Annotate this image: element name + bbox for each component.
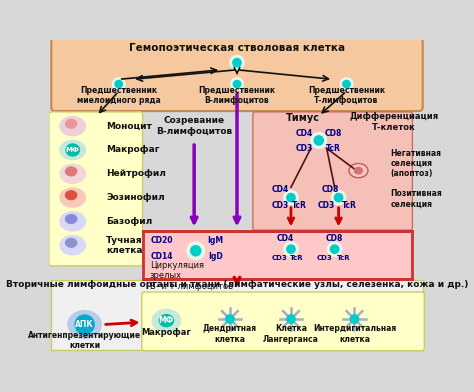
Text: TcR: TcR (341, 201, 356, 210)
Circle shape (343, 80, 350, 88)
FancyBboxPatch shape (51, 280, 423, 350)
FancyBboxPatch shape (49, 112, 143, 266)
FancyBboxPatch shape (51, 38, 423, 111)
Text: Предшественник
В-лимфоцитов: Предшественник В-лимфоцитов (199, 85, 275, 105)
Circle shape (112, 78, 125, 91)
FancyBboxPatch shape (143, 231, 412, 279)
Text: Циркуляция
зрелых
В- и Т-лимфоцитов: Циркуляция зрелых В- и Т-лимфоцитов (150, 261, 233, 291)
Circle shape (331, 191, 346, 205)
Circle shape (191, 246, 201, 256)
Text: TcR: TcR (290, 255, 303, 261)
Text: Созревание
В-лимфоцитов: Созревание В-лимфоцитов (156, 116, 232, 136)
Ellipse shape (349, 163, 368, 178)
Circle shape (330, 245, 339, 253)
Ellipse shape (60, 140, 85, 160)
Text: Предшественник
миелоидного ряда: Предшественник миелоидного ряда (77, 85, 161, 105)
Ellipse shape (60, 164, 85, 183)
Text: МФ: МФ (159, 316, 174, 325)
Text: Позитивная
селекция: Позитивная селекция (390, 189, 442, 209)
Text: CD4: CD4 (296, 129, 313, 138)
Text: Базофил: Базофил (106, 217, 152, 226)
Circle shape (115, 80, 122, 88)
Circle shape (284, 242, 298, 256)
Text: TcR: TcR (337, 255, 351, 261)
Circle shape (284, 191, 298, 205)
Text: Гемопоэтическая стволовая клетка: Гемопоэтическая стволовая клетка (129, 44, 345, 53)
Ellipse shape (355, 167, 363, 174)
Text: Антигенпрезентирующие
клетки: Антигенпрезентирующие клетки (28, 331, 141, 350)
Ellipse shape (65, 120, 77, 128)
Text: Макрофаг: Макрофаг (141, 328, 191, 337)
Circle shape (187, 242, 204, 260)
Text: Предшественник
Т-лимфоцитов: Предшественник Т-лимфоцитов (308, 85, 385, 105)
Circle shape (287, 245, 295, 253)
Text: TcR: TcR (292, 201, 307, 210)
Text: CD20: CD20 (150, 236, 173, 245)
Ellipse shape (65, 167, 77, 176)
Circle shape (340, 78, 353, 91)
Text: CD3: CD3 (271, 255, 287, 261)
Circle shape (287, 193, 295, 202)
Text: CD4: CD4 (272, 185, 289, 194)
Circle shape (314, 136, 323, 145)
Text: Дендритная
клетка: Дендритная клетка (203, 325, 257, 344)
Text: CD14: CD14 (150, 252, 173, 261)
Text: Макрофаг: Макрофаг (106, 145, 160, 154)
Text: CD8: CD8 (322, 185, 339, 194)
Text: Моноцит: Моноцит (106, 122, 152, 131)
Ellipse shape (65, 215, 77, 223)
Ellipse shape (152, 310, 181, 332)
Ellipse shape (68, 311, 101, 338)
Text: Вторичные лимфоидные органы и ткани (лимфатические узлы, селезенка, кожа и др.): Вторичные лимфоидные органы и ткани (лим… (6, 279, 468, 289)
Text: Дифференциация
Т-клеток: Дифференциация Т-клеток (349, 113, 439, 132)
Circle shape (233, 58, 241, 67)
Text: IgD: IgD (208, 252, 223, 261)
Text: Тимус: Тимус (286, 113, 320, 123)
Text: CD4: CD4 (277, 234, 294, 243)
Text: TcR: TcR (326, 144, 340, 153)
Text: CD3: CD3 (272, 201, 289, 210)
Text: CD3: CD3 (318, 201, 335, 210)
Ellipse shape (159, 315, 173, 327)
Circle shape (233, 80, 241, 88)
Ellipse shape (60, 188, 85, 207)
Text: Клетка
Лангерганса: Клетка Лангерганса (263, 325, 319, 344)
Text: CD8: CD8 (324, 129, 342, 138)
Text: CD3: CD3 (317, 255, 332, 261)
Text: МФ: МФ (66, 147, 80, 153)
Ellipse shape (65, 191, 77, 200)
Text: Тучная
клетка: Тучная клетка (106, 236, 143, 255)
Text: CD8: CD8 (326, 234, 343, 243)
FancyBboxPatch shape (142, 292, 424, 351)
Text: IgM: IgM (208, 236, 224, 245)
Circle shape (311, 132, 327, 149)
Circle shape (231, 78, 243, 91)
Ellipse shape (60, 236, 85, 255)
Text: Нейтрофил: Нейтрофил (106, 169, 166, 178)
FancyBboxPatch shape (253, 112, 412, 230)
Circle shape (350, 315, 359, 323)
Ellipse shape (66, 144, 80, 156)
Ellipse shape (60, 117, 85, 136)
Circle shape (226, 315, 234, 323)
Text: CD3: CD3 (296, 144, 313, 153)
Text: Эозинофил: Эозинофил (106, 193, 164, 202)
Circle shape (75, 315, 94, 334)
Circle shape (335, 193, 343, 202)
Circle shape (230, 56, 244, 70)
Ellipse shape (60, 212, 85, 231)
Text: АПК: АПК (75, 320, 94, 329)
Text: Интердигитальная
клетка: Интердигитальная клетка (313, 325, 396, 344)
Ellipse shape (65, 238, 77, 247)
Circle shape (328, 242, 342, 256)
Circle shape (287, 315, 295, 323)
Text: Негативная
селекция
(апоптоз): Негативная селекция (апоптоз) (390, 149, 441, 178)
